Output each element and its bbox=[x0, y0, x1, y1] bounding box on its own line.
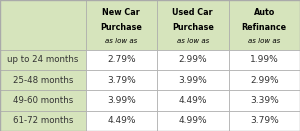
Text: 2.99%: 2.99% bbox=[178, 55, 207, 64]
Bar bbox=[157, 111, 229, 131]
Bar bbox=[0, 70, 85, 90]
Text: 49-60 months: 49-60 months bbox=[13, 96, 73, 105]
Text: as low as: as low as bbox=[248, 39, 280, 45]
Text: Refinance: Refinance bbox=[242, 23, 287, 32]
Text: 3.99%: 3.99% bbox=[178, 76, 207, 85]
Text: 3.79%: 3.79% bbox=[250, 116, 279, 125]
Bar bbox=[229, 111, 300, 131]
Text: 1.99%: 1.99% bbox=[250, 55, 279, 64]
Bar bbox=[229, 50, 300, 70]
Bar bbox=[157, 50, 229, 70]
Bar bbox=[0, 0, 85, 50]
Text: Used Car: Used Car bbox=[172, 8, 213, 17]
Text: as low as: as low as bbox=[177, 39, 209, 45]
Text: Auto: Auto bbox=[254, 8, 275, 17]
Text: 4.99%: 4.99% bbox=[178, 116, 207, 125]
Text: 4.49%: 4.49% bbox=[178, 96, 207, 105]
Text: 3.39%: 3.39% bbox=[250, 96, 279, 105]
Text: 2.99%: 2.99% bbox=[250, 76, 279, 85]
Text: Purchase: Purchase bbox=[100, 23, 142, 32]
Bar bbox=[85, 0, 157, 50]
Bar bbox=[229, 70, 300, 90]
Bar bbox=[85, 111, 157, 131]
Bar bbox=[85, 90, 157, 111]
Bar bbox=[0, 111, 85, 131]
Bar bbox=[157, 0, 229, 50]
Bar bbox=[229, 90, 300, 111]
Text: 4.49%: 4.49% bbox=[107, 116, 136, 125]
Bar bbox=[229, 0, 300, 50]
Bar bbox=[0, 90, 85, 111]
Bar bbox=[85, 70, 157, 90]
Bar bbox=[85, 50, 157, 70]
Text: Purchase: Purchase bbox=[172, 23, 214, 32]
Bar bbox=[157, 70, 229, 90]
Text: New Car: New Car bbox=[102, 8, 140, 17]
Text: 3.99%: 3.99% bbox=[107, 96, 136, 105]
Text: 3.79%: 3.79% bbox=[107, 76, 136, 85]
Text: up to 24 months: up to 24 months bbox=[7, 55, 79, 64]
Bar bbox=[157, 90, 229, 111]
Text: 2.79%: 2.79% bbox=[107, 55, 136, 64]
Text: 25-48 months: 25-48 months bbox=[13, 76, 73, 85]
Text: 61-72 months: 61-72 months bbox=[13, 116, 73, 125]
Text: as low as: as low as bbox=[105, 39, 137, 45]
Bar bbox=[0, 50, 85, 70]
